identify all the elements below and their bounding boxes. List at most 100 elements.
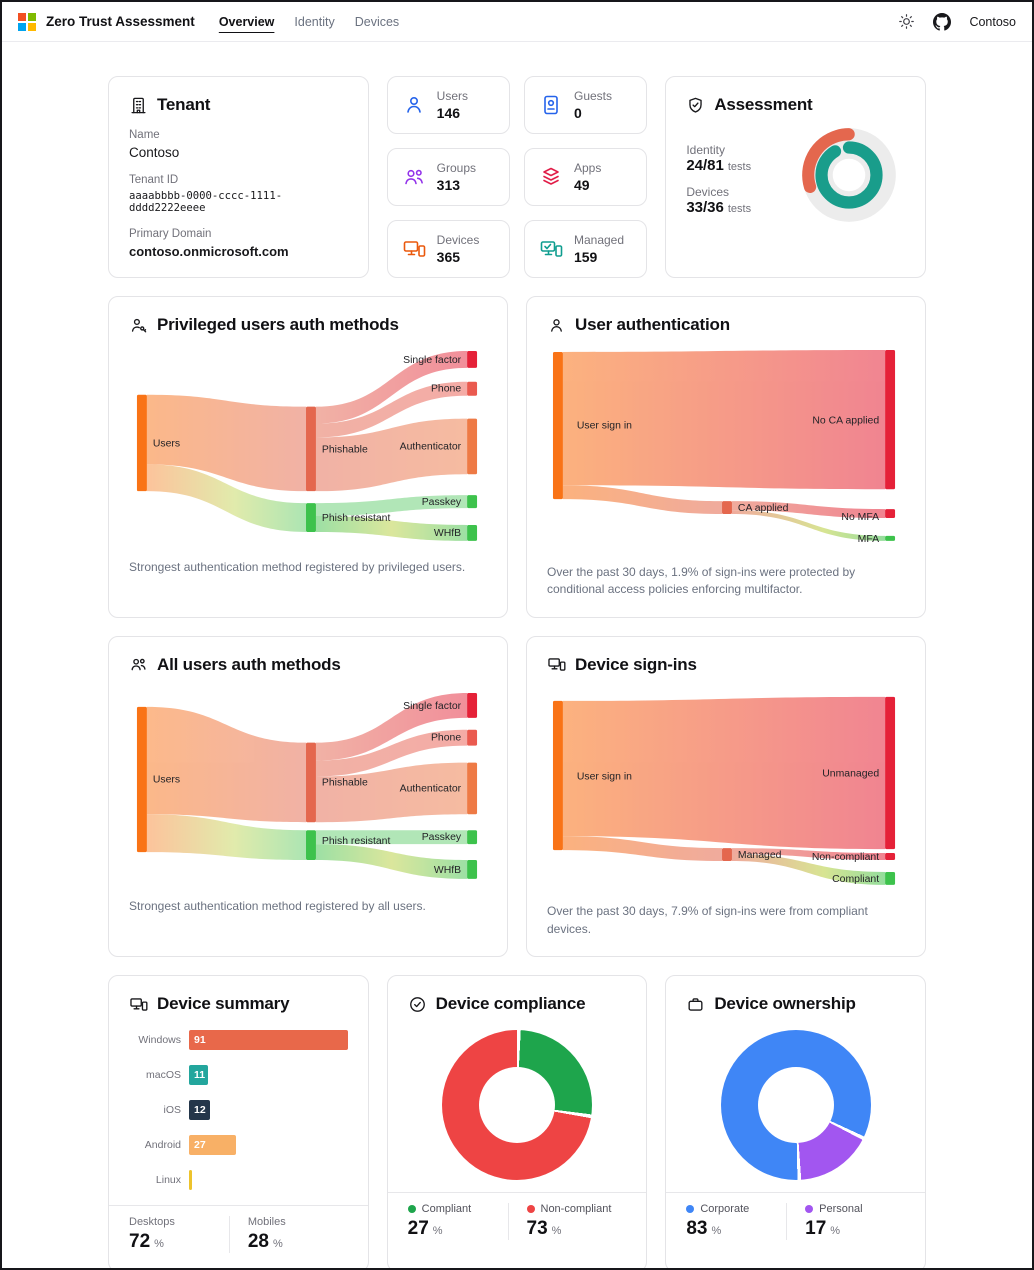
compliant-value: 27 [407,1218,429,1240]
svg-text:Phone: Phone [431,732,461,743]
device-ownership-donut-chart [720,1030,871,1181]
personal-legend-dot [805,1205,814,1214]
guest-passport-icon [539,93,563,117]
stat-label: Groups [436,161,477,175]
svg-text:Unmanaged: Unmanaged [822,768,879,779]
nav-tab-identity[interactable]: Identity [294,14,335,29]
stat-value: 146 [436,105,461,121]
compliant-legend-dot [407,1205,416,1214]
building-icon [129,96,148,115]
corporate-value: 83 [686,1218,708,1240]
identity-progress-ring [802,128,896,222]
tenant-name-value: Contoso [129,145,180,160]
stat-card-managed: Managed 159 [523,220,648,278]
bar-linux [189,1170,193,1191]
privileged-auth-sankey-chart: Users Phishable Phish resistant Single f… [136,350,478,541]
shield-check-icon [686,96,705,115]
tenant-id-label: Tenant ID [129,174,179,186]
logo-square-red [18,12,26,21]
theme-toggle-sun-icon[interactable] [898,13,915,30]
top-navigation-bar: Zero Trust Assessment Overview Identity … [2,2,1032,42]
bar-macos: 11 [189,1065,209,1086]
devices-progress-ring [815,141,883,209]
personal-value: 17 [805,1218,827,1240]
personal-unit: % [830,1225,841,1238]
non-compliant-label: Non-compliant [540,1203,612,1216]
stat-value: 313 [436,177,461,193]
github-icon[interactable] [933,12,952,31]
sankey-nodes [136,350,478,541]
svg-text:Single factor: Single factor [403,355,462,366]
stat-card-apps: Apps 49 [523,148,648,206]
logo-square-yellow [28,22,36,31]
compliant-label: Compliant [421,1203,472,1216]
svg-text:Authenticator: Authenticator [400,783,462,794]
assessment-title: Assessment [714,95,813,114]
svg-text:User sign in: User sign in [577,421,632,432]
nav-tab-overview[interactable]: Overview [218,14,275,29]
svg-text:Compliant: Compliant [832,874,879,885]
groups-icon [402,165,426,189]
privileged-auth-title: Privileged users auth methods [157,315,399,334]
device-compliance-donut-chart [441,1030,592,1181]
user-authentication-sankey-chart: User sign in No CA applied CA applied No… [552,349,896,545]
device-summary-footer: Desktops 72% Mobiles 28% [109,1205,368,1254]
corporate-stat: Corporate 83% [686,1203,786,1240]
bar-row-windows: Windows 91 [129,1030,348,1051]
account-name[interactable]: Contoso [969,14,1016,29]
device-ownership-card: Device ownership Corporate 83% Personal … [665,975,926,1268]
corporate-legend-dot [686,1205,695,1214]
briefcase-icon [686,995,705,1014]
bar-android: 27 [189,1135,237,1156]
device-compliance-footer: Compliant 27% Non-compliant 73% [387,1192,647,1241]
bar-label: Windows [138,1034,181,1047]
non-compliant-legend-dot [526,1205,535,1214]
device-ownership-footer: Corporate 83% Personal 17% [666,1192,925,1241]
corporate-unit: % [711,1225,722,1238]
svg-text:WHfB: WHfB [434,865,461,876]
user-icon [547,316,566,335]
mobiles-unit: % [272,1238,283,1251]
svg-text:Managed: Managed [738,850,782,861]
nav-tab-devices[interactable]: Devices [354,14,400,29]
stats-grid: Users 146 Guests 0 [386,76,648,278]
device-compliance-title: Device compliance [435,994,586,1014]
mobiles-stat: Mobiles 28% [228,1216,348,1254]
desktops-stat: Desktops 72% [129,1216,229,1253]
compliant-stat: Compliant 27% [407,1203,508,1240]
app-title: Zero Trust Assessment [46,14,195,29]
bar-value: 91 [194,1034,206,1047]
stat-label: Guests [573,89,612,103]
svg-text:Phishable: Phishable [322,777,368,788]
svg-text:Passkey: Passkey [422,832,462,843]
stat-card-groups: Groups 313 [386,148,510,206]
bar-windows: 91 [189,1030,348,1051]
stat-label: Apps [573,161,602,175]
assessment-identity-label: Identity [686,143,726,157]
assessment-card: Assessment Identity 24/81 tests Devices 3… [665,76,926,278]
apps-layers-icon [539,165,563,189]
assessment-stats: Identity 24/81 tests Devices 33/36 tests [686,133,751,217]
donut-hole [478,1067,555,1144]
device-ownership-title: Device ownership [714,994,856,1014]
logo-square-green [28,12,36,21]
non-compliant-value: 73 [526,1218,548,1240]
personal-stat: Personal 17% [786,1203,905,1241]
assessment-progress-rings-chart [802,128,896,222]
tenant-title: Tenant [157,95,211,114]
stat-card-guests: Guests 0 [523,76,648,134]
tenant-id-value: aaaabbbb-0000-cccc-1111-dddd2222eeee [129,190,283,214]
all-users-auth-title: All users auth methods [157,654,341,674]
personal-label: Personal [819,1203,863,1216]
svg-text:Authenticator: Authenticator [400,441,462,452]
microsoft-logo-icon [18,12,36,31]
user-authentication-caption: Over the past 30 days, 1.9% of sign-ins … [547,564,856,597]
managed-devices-icon [539,237,563,261]
svg-text:Phone: Phone [431,384,461,395]
logo-square-blue [18,22,26,31]
svg-text:Non-compliant: Non-compliant [812,852,879,863]
compliant-unit: % [432,1225,443,1238]
stat-value: 159 [573,249,598,265]
tenant-name-label: Name [129,129,160,141]
